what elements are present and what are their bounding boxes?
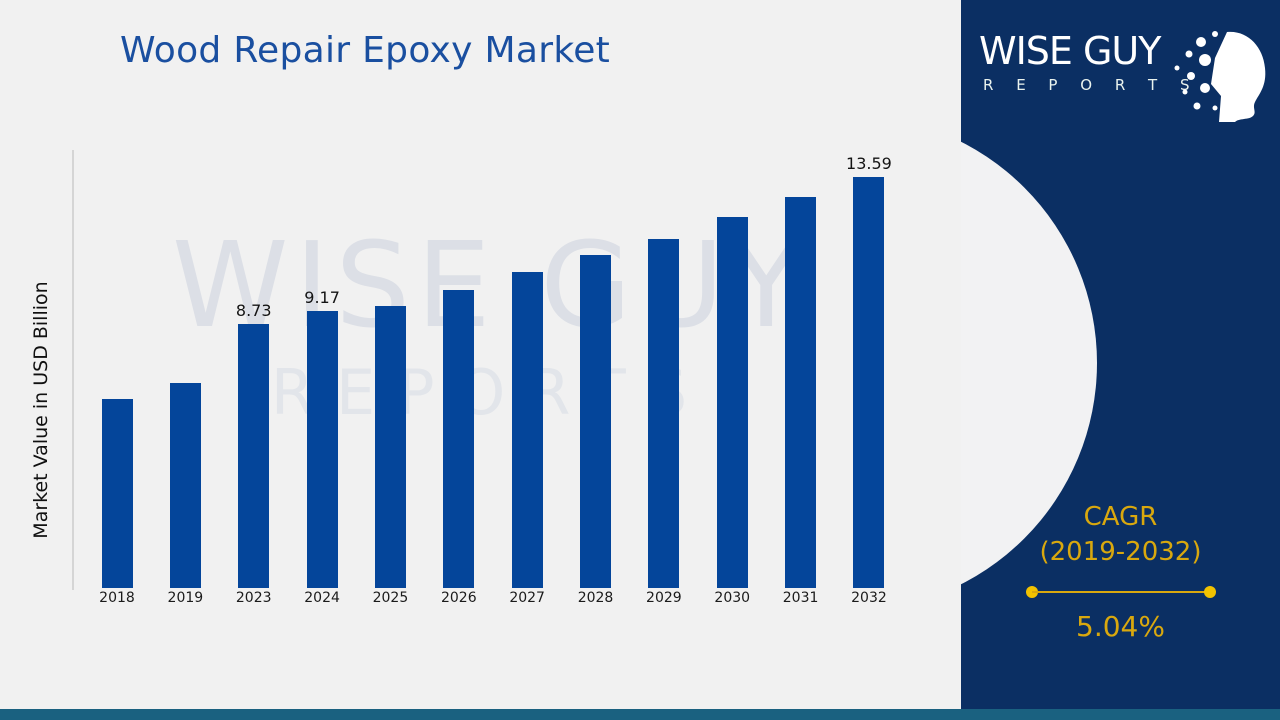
cagr-title: CAGR [1083,502,1158,532]
bar-series: 8.73 9.17 13.59 [78,150,908,588]
bar-slot [496,150,558,588]
x-tick-label: 2028 [577,590,614,606]
bar[interactable] [238,324,270,588]
bar[interactable] [580,255,612,588]
bottom-strip [0,709,1280,720]
bar-slot [154,150,216,588]
cagr-divider-knob-right [1203,586,1216,599]
bar-value-label: 8.73 [235,301,272,320]
x-tick-label: 2026 [440,590,477,606]
bar-slot: 8.73 [223,150,285,588]
bar-value-label: 9.17 [304,288,340,307]
bar[interactable] [101,399,133,588]
cagr-block: CAGR (2019-2032) 5.04% [961,500,1280,643]
x-tick-label: 2031 [782,590,819,606]
bar-slot [86,150,148,588]
bar-slot [428,150,490,588]
sidebar-panel: WISE GUY R E P O R T S CAGR (2019-2032) [961,0,1280,709]
bar-slot [633,150,695,588]
x-tick-label: 2019 [167,590,204,606]
cagr-period: (2019-2032) [1039,537,1202,568]
brand-logo: WISE GUY R E P O R T S [979,29,1269,123]
plot-area: 8.73 9.17 13.59 [78,150,908,588]
cagr-divider [1025,586,1216,599]
x-tick-label: 2029 [646,590,682,606]
bar[interactable] [853,177,885,588]
brand-logo-subtitle: R E P O R T S [983,76,1199,94]
y-axis-line [72,150,74,590]
bar-slot: 13.59 [838,150,900,588]
cagr-divider-line [1031,591,1210,594]
bar[interactable] [306,311,338,588]
bar-slot [701,150,763,588]
bar-slot [770,150,832,588]
bar[interactable] [716,217,748,588]
bar-slot [359,150,421,588]
bar[interactable] [648,239,680,588]
x-tick-label: 2024 [304,590,340,606]
x-tick-label: 2025 [372,590,409,606]
bar-slot [565,150,627,588]
bar[interactable] [169,383,201,588]
bar[interactable] [374,306,406,588]
bar-value-label: 13.59 [846,154,892,173]
bar[interactable] [785,197,817,588]
x-axis-ticks: 2018 2019 2023 2024 2025 2026 2027 2028 2029 2030… [78,590,908,620]
bar-slot: 9.17 [291,150,353,588]
y-axis-label: Market Value in USD Billion [30,281,52,539]
cagr-value: 5.04% [1076,610,1165,644]
x-tick-label: 2018 [99,590,135,606]
brand-logo-wordmark: WISE GUY [979,29,1161,73]
chart-panel: WISE GUY REPORTS Wood Repair Epoxy Marke… [30,30,908,620]
bar[interactable] [511,272,543,588]
x-tick-label: 2023 [235,590,272,606]
bar[interactable] [443,290,475,588]
x-tick-label: 2032 [851,590,887,606]
brand-head-dots-icon [1174,31,1266,123]
x-tick-label: 2027 [509,590,545,606]
chart-title: Wood Repair Epoxy Market [120,30,611,71]
x-tick-label: 2030 [714,590,751,606]
